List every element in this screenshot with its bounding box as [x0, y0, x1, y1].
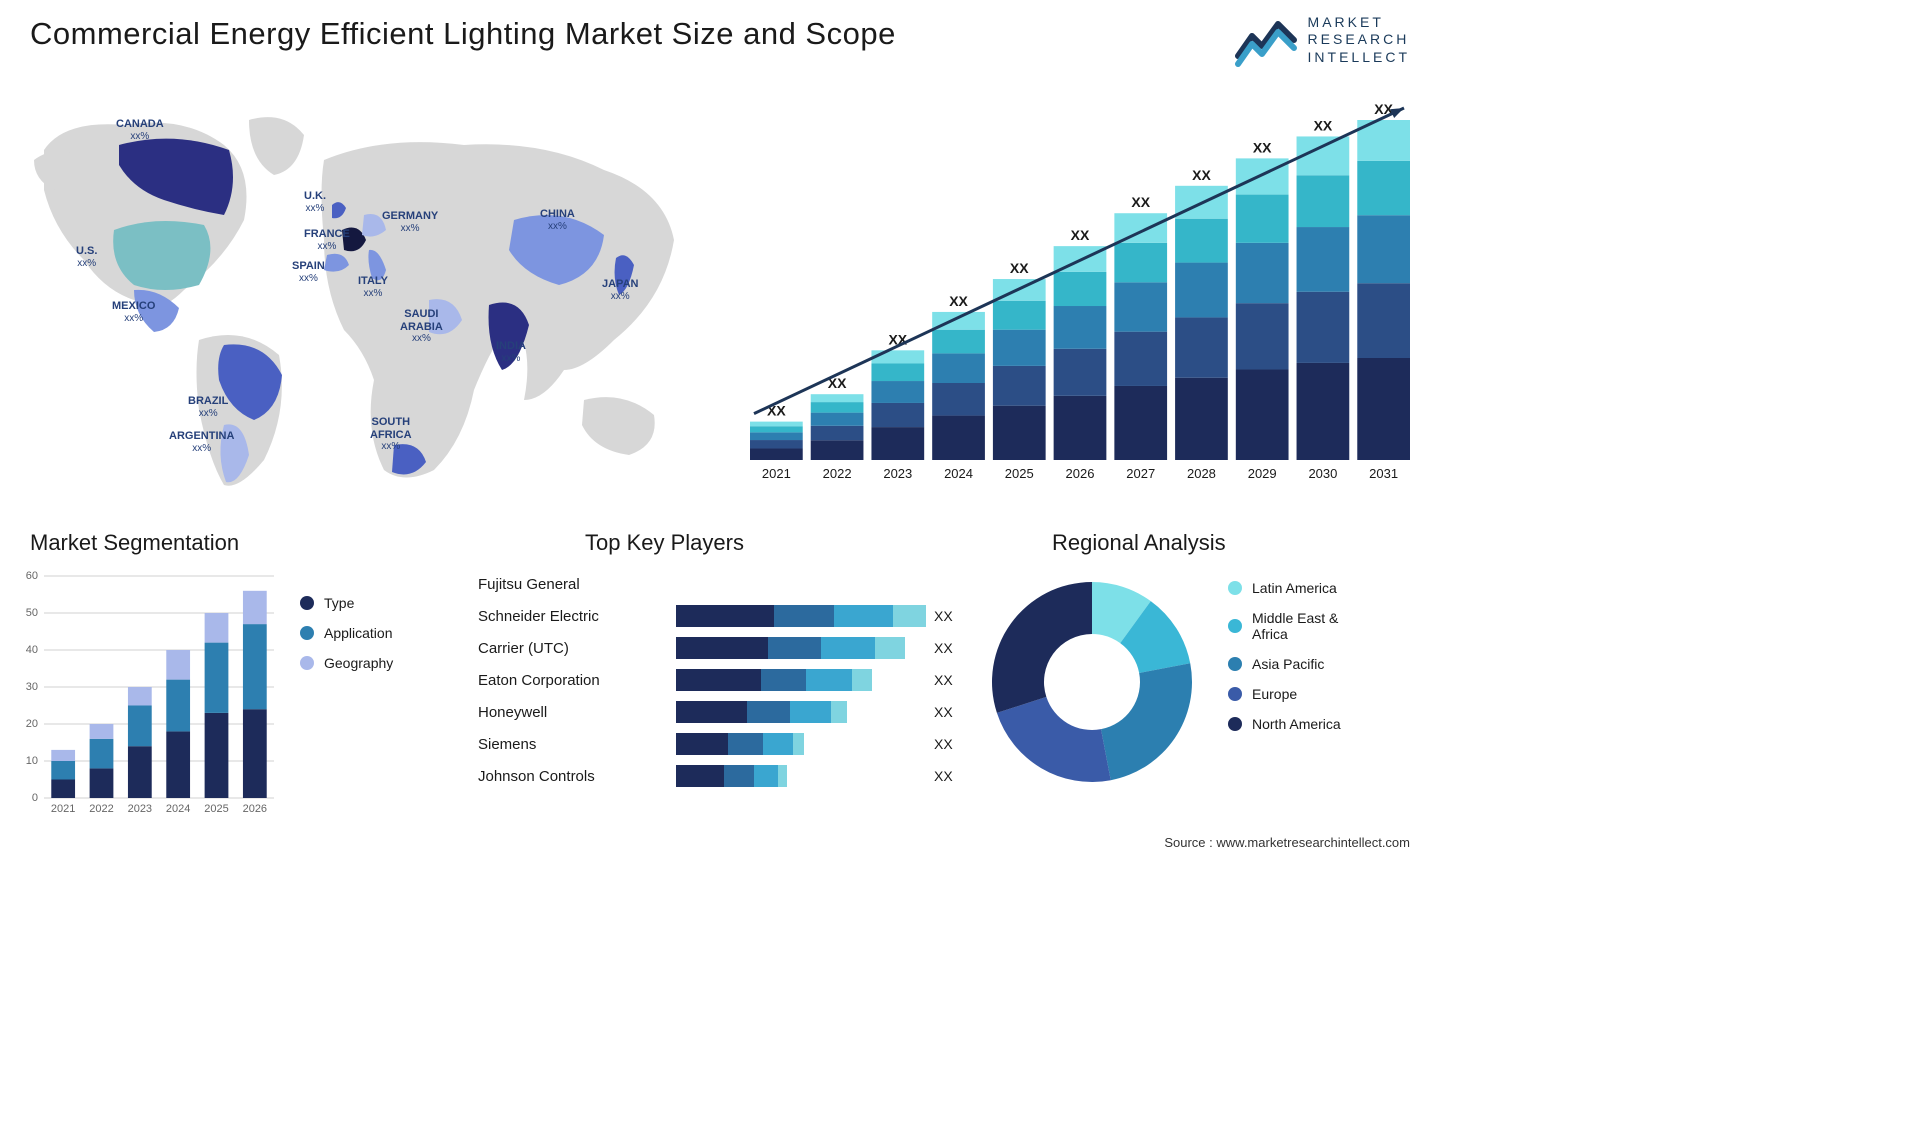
svg-text:10: 10	[26, 755, 38, 767]
svg-text:2028: 2028	[1187, 466, 1216, 481]
logo-line2: RESEARCH	[1308, 31, 1410, 49]
region-legend-item: Asia Pacific	[1228, 656, 1341, 672]
player-value: XX	[934, 736, 974, 752]
player-name: Schneider Electric	[478, 608, 668, 625]
svg-text:2030: 2030	[1308, 466, 1337, 481]
player-row: HoneywellXX	[478, 696, 968, 728]
segmentation-chart: 0 10 20 30 40 50 60 2021 2022 2023 2024 2025 2026	[18, 570, 278, 820]
player-row: SiemensXX	[478, 728, 968, 760]
svg-text:2029: 2029	[1248, 466, 1277, 481]
map-label-canada: CANADAxx%	[116, 118, 164, 142]
map-label-saudi-arabia: SAUDIARABIAxx%	[400, 308, 443, 345]
heading-segmentation: Market Segmentation	[30, 530, 239, 556]
region-legend-item: Europe	[1228, 686, 1341, 702]
svg-text:XX: XX	[1253, 139, 1272, 155]
growth-bar-chart: XX 2021 XX 2022 XX 2023 XX 2024 XX 2025 XX 2026 XX 20…	[740, 90, 1420, 490]
map-label-brazil: BRAZILxx%	[188, 395, 228, 419]
player-bar	[676, 701, 926, 723]
svg-text:30: 30	[26, 681, 38, 693]
svg-text:XX: XX	[1192, 167, 1211, 183]
player-value: XX	[934, 768, 974, 784]
svg-text:2021: 2021	[51, 803, 75, 815]
svg-text:2022: 2022	[823, 466, 852, 481]
brand-logo: MARKET RESEARCH INTELLECT	[1234, 12, 1410, 68]
svg-text:XX: XX	[1010, 260, 1029, 276]
map-label-germany: GERMANYxx%	[382, 210, 438, 234]
map-label-france: FRANCExx%	[304, 228, 350, 252]
svg-text:2025: 2025	[204, 803, 228, 815]
player-bar	[676, 733, 926, 755]
player-bar	[676, 637, 926, 659]
player-row: Johnson ControlsXX	[478, 760, 968, 792]
map-label-u-s-: U.S.xx%	[76, 245, 97, 269]
source-attribution: Source : www.marketresearchintellect.com	[1164, 835, 1410, 850]
region-legend-item: Latin America	[1228, 580, 1341, 596]
player-value: XX	[934, 608, 974, 624]
svg-text:2027: 2027	[1126, 466, 1155, 481]
player-bar	[676, 669, 926, 691]
player-name: Honeywell	[478, 704, 668, 721]
svg-text:60: 60	[26, 570, 38, 582]
player-name: Siemens	[478, 736, 668, 753]
player-name: Johnson Controls	[478, 768, 668, 785]
svg-text:2022: 2022	[89, 803, 113, 815]
svg-text:2026: 2026	[1066, 466, 1095, 481]
svg-text:2025: 2025	[1005, 466, 1034, 481]
svg-text:40: 40	[26, 644, 38, 656]
svg-text:XX: XX	[1314, 117, 1333, 133]
key-players-chart: Fujitsu GeneralSchneider ElectricXXCarri…	[478, 568, 968, 792]
player-name: Eaton Corporation	[478, 672, 668, 689]
world-map: CANADAxx% U.S.xx% MEXICOxx% BRAZILxx% ARGENT…	[24, 90, 704, 500]
player-name: Carrier (UTC)	[478, 640, 668, 657]
svg-text:2021: 2021	[762, 466, 791, 481]
logo-line3: INTELLECT	[1308, 49, 1410, 67]
map-label-china: CHINAxx%	[540, 208, 575, 232]
player-value: XX	[934, 704, 974, 720]
region-legend-item: North America	[1228, 716, 1341, 732]
svg-text:2023: 2023	[883, 466, 912, 481]
map-label-u-k-: U.K.xx%	[304, 190, 326, 214]
map-label-italy: ITALYxx%	[358, 275, 388, 299]
player-row: Carrier (UTC)XX	[478, 632, 968, 664]
player-row: Fujitsu General	[478, 568, 968, 600]
player-bar	[676, 765, 926, 787]
seg-legend-item: Application	[300, 625, 393, 641]
svg-text:50: 50	[26, 607, 38, 619]
svg-text:20: 20	[26, 718, 38, 730]
svg-text:2024: 2024	[944, 466, 973, 481]
player-row: Schneider ElectricXX	[478, 600, 968, 632]
map-label-argentina: ARGENTINAxx%	[169, 430, 234, 454]
svg-text:XX: XX	[1131, 194, 1150, 210]
map-label-mexico: MEXICOxx%	[112, 300, 155, 324]
heading-regional: Regional Analysis	[1052, 530, 1226, 556]
seg-legend-item: Type	[300, 595, 393, 611]
svg-text:XX: XX	[1071, 227, 1090, 243]
map-label-spain: SPAINxx%	[292, 260, 325, 284]
svg-text:XX: XX	[949, 293, 968, 309]
player-name: Fujitsu General	[478, 576, 668, 593]
svg-text:2031: 2031	[1369, 466, 1398, 481]
map-label-india: INDIAxx%	[496, 340, 526, 364]
svg-text:2026: 2026	[243, 803, 267, 815]
player-bar	[676, 605, 926, 627]
segmentation-legend: Type Application Geography	[300, 595, 393, 685]
seg-legend-item: Geography	[300, 655, 393, 671]
regional-legend: Latin America Middle East &Africa Asia Pac…	[1228, 580, 1341, 746]
player-value: XX	[934, 672, 974, 688]
page-title: Commercial Energy Efficient Lighting Mar…	[30, 16, 896, 52]
svg-text:2024: 2024	[166, 803, 190, 815]
map-label-japan: JAPANxx%	[602, 278, 638, 302]
player-value: XX	[934, 640, 974, 656]
regional-donut	[982, 572, 1202, 792]
map-label-south-africa: SOUTHAFRICAxx%	[370, 416, 412, 453]
logo-line1: MARKET	[1308, 14, 1410, 32]
svg-text:0: 0	[32, 792, 38, 804]
heading-key-players: Top Key Players	[585, 530, 744, 556]
region-legend-item: Middle East &Africa	[1228, 610, 1341, 642]
player-bar	[676, 573, 926, 595]
logo-mark-icon	[1234, 12, 1298, 68]
svg-text:2023: 2023	[128, 803, 152, 815]
player-row: Eaton CorporationXX	[478, 664, 968, 696]
